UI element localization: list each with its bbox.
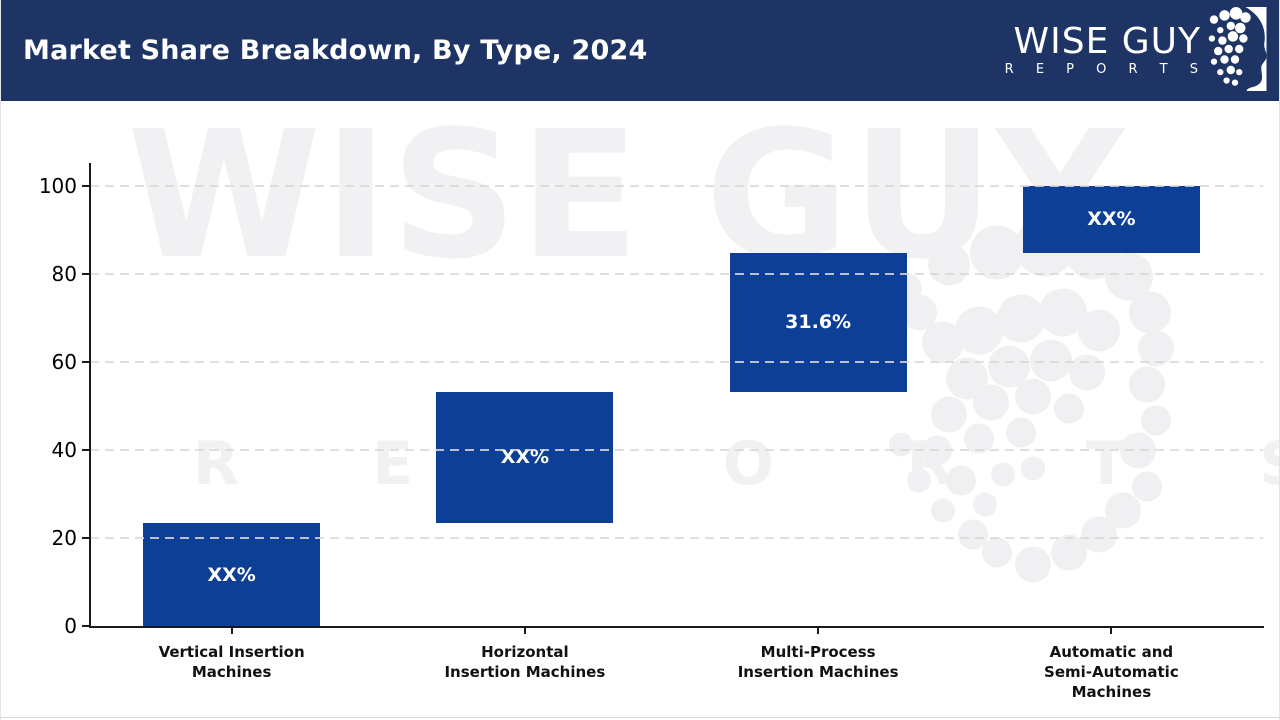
gridline xyxy=(90,273,1263,275)
y-tick-mark xyxy=(82,625,90,627)
wise-guy-logo: WISE GUY R E P O R T S xyxy=(1005,6,1267,95)
x-tick-mark xyxy=(230,627,233,634)
bar-value-label: XX% xyxy=(207,563,256,586)
bar-value-label: XX% xyxy=(1087,208,1136,231)
x-tick-mark xyxy=(817,627,820,634)
y-tick-label: 80 xyxy=(51,262,77,286)
wise-guy-face-icon xyxy=(1203,6,1267,95)
gridline xyxy=(90,185,1263,187)
market-share-chart: WISE GUY R E P O R T S XX% XX% 31.6% XX xyxy=(1,93,1280,717)
gridline xyxy=(90,361,1263,363)
bar-segment: XX% xyxy=(1022,186,1200,253)
x-tick-mark xyxy=(1110,627,1113,634)
x-category-label: Automatic and Semi-Automatic Machines xyxy=(1044,643,1179,701)
y-tick-label: 100 xyxy=(38,174,77,198)
y-tick-label: 0 xyxy=(64,614,77,638)
y-tick-mark xyxy=(82,361,90,363)
logo-subtitle: R E P O R T S xyxy=(1004,62,1207,77)
y-axis-line xyxy=(89,163,91,628)
header-bar: Market Share Breakdown, By Type, 2024 WI… xyxy=(1,0,1279,101)
x-axis-line xyxy=(89,626,1264,628)
y-tick-label: 40 xyxy=(51,438,77,462)
y-tick-label: 20 xyxy=(51,526,77,550)
bar-value-label: XX% xyxy=(500,446,550,469)
y-tick-mark xyxy=(82,185,90,187)
logo-name: WISE GUY xyxy=(1013,21,1201,62)
y-tick-mark xyxy=(82,273,90,275)
bar-value-label: 31.6% xyxy=(785,311,852,334)
watermark-reports: R E P O R T S xyxy=(193,429,1280,499)
gridline xyxy=(90,449,1263,451)
y-tick-mark xyxy=(82,449,90,451)
bar-segment: XX% xyxy=(436,391,614,524)
bar-segment: 31.6% xyxy=(729,252,907,392)
gridline xyxy=(90,537,1263,539)
y-tick-label: 60 xyxy=(51,350,77,374)
x-tick-mark xyxy=(523,627,526,634)
bar-segment: XX% xyxy=(143,523,321,626)
bottom-divider xyxy=(1,717,1279,718)
y-tick-mark xyxy=(82,537,90,539)
x-category-label: Multi-Process Insertion Machines xyxy=(737,643,899,681)
x-category-label: Vertical Insertion Machines xyxy=(158,643,305,681)
x-category-label: Horizontal Insertion Machines xyxy=(444,643,606,681)
logo-text: WISE GUY R E P O R T S xyxy=(1005,21,1201,78)
page-title: Market Share Breakdown, By Type, 2024 xyxy=(23,35,648,66)
